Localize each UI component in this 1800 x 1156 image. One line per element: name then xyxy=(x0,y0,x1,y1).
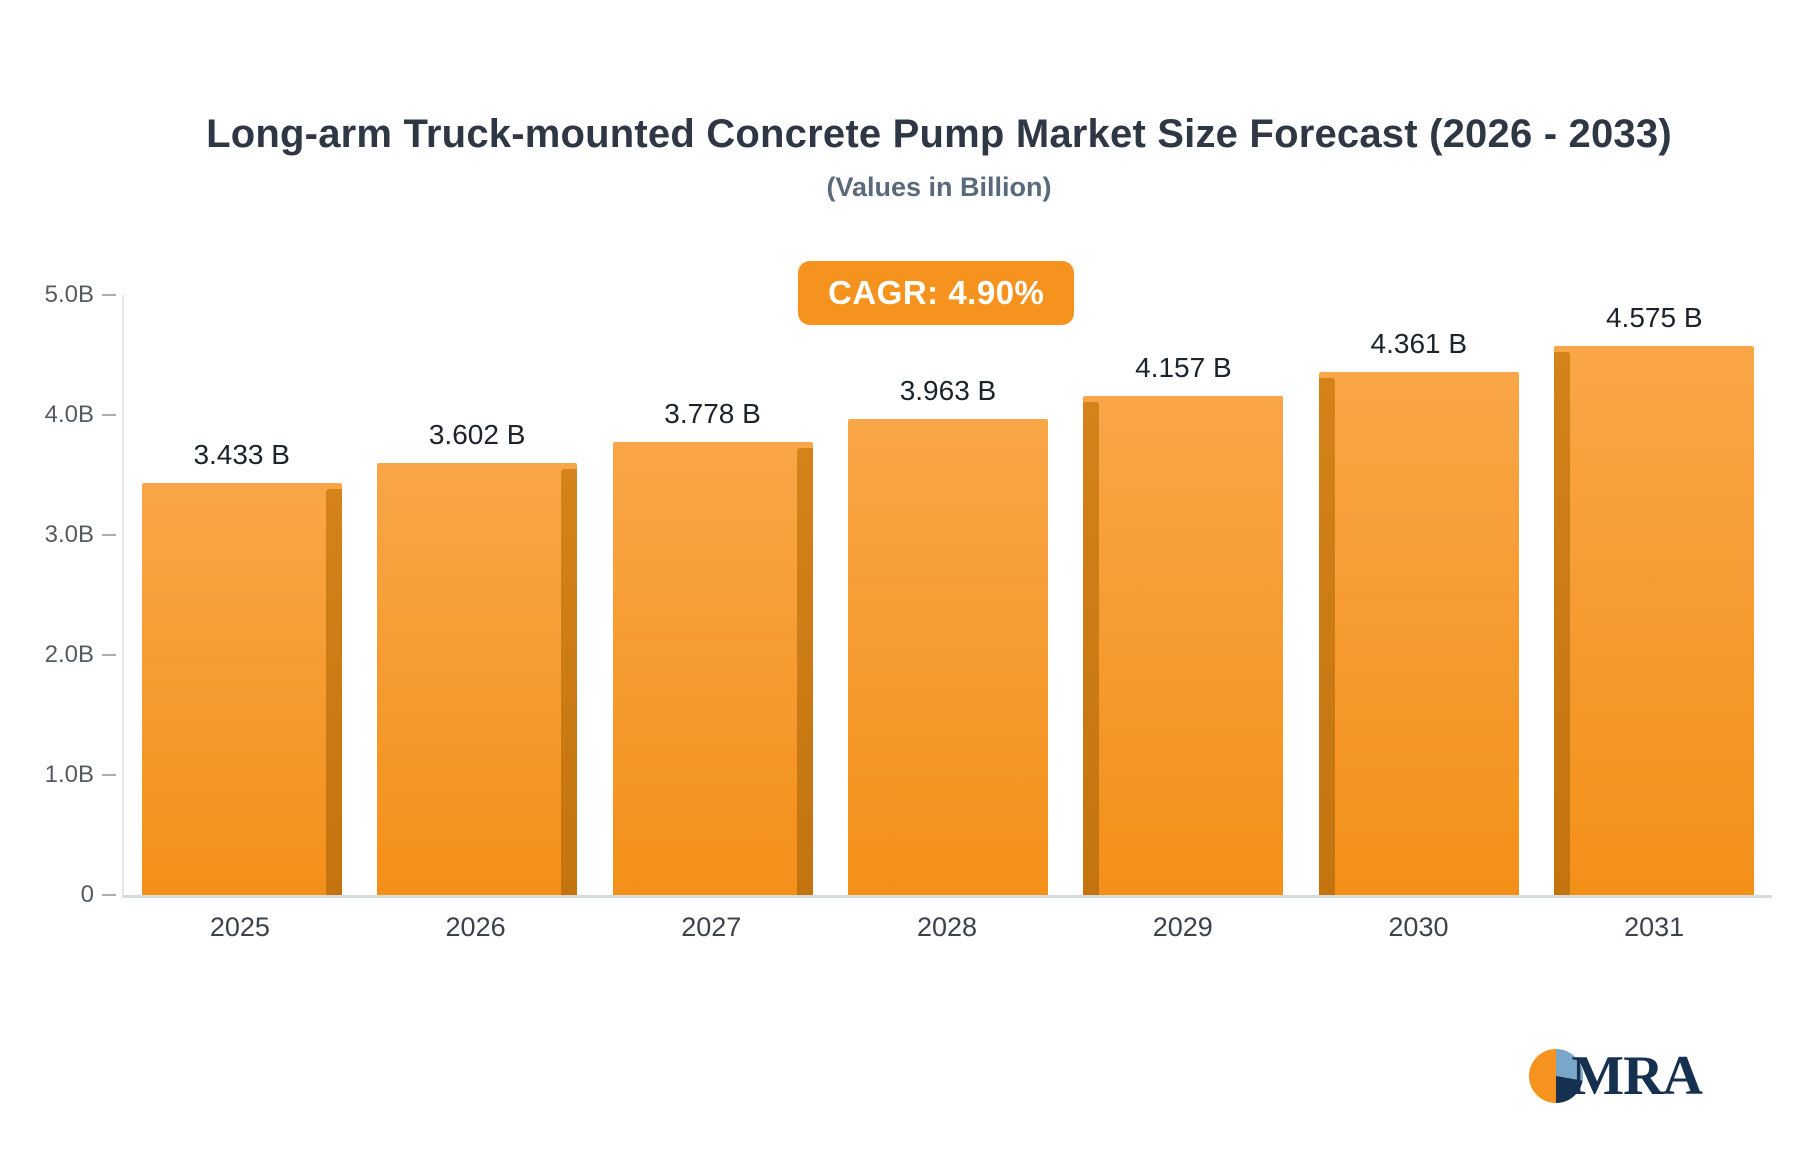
bar-2028 xyxy=(847,419,1048,895)
bar-value-label: 3.778 B xyxy=(664,398,761,429)
bar-2029 xyxy=(1083,396,1284,895)
y-tick-label: 2.0B xyxy=(44,641,94,668)
bar-column-2028: 3.963 B xyxy=(830,295,1065,895)
y-tick-mark xyxy=(102,534,116,536)
y-tick-label: 3.0B xyxy=(44,521,94,548)
y-tick-label: 1.0B xyxy=(44,761,94,788)
bar-2025 xyxy=(141,483,342,895)
x-axis-label-2031: 2031 xyxy=(1624,912,1685,942)
bar-column-2030: 4.361 B xyxy=(1301,295,1536,895)
pie-logo-icon xyxy=(1529,1049,1584,1103)
y-tick-mark xyxy=(102,654,116,656)
x-axis-label-2029: 2029 xyxy=(1152,912,1213,942)
y-tick-label: 0 xyxy=(80,881,94,908)
bar-value-label: 3.602 B xyxy=(428,419,526,450)
bar-value-label: 4.575 B xyxy=(1605,302,1703,333)
bar-2026 xyxy=(377,463,578,895)
bar-2027 xyxy=(612,442,813,895)
x-axis-label-2028: 2028 xyxy=(916,912,978,942)
x-axis-label-2026: 2026 xyxy=(445,912,506,942)
bar-value-label: 4.361 B xyxy=(1370,328,1468,359)
chart-title: Long-arm Truck-mounted Concrete Pump Mar… xyxy=(206,112,1672,156)
x-axis-label-2030: 2030 xyxy=(1388,912,1449,942)
bar-value-label: 3.963 B xyxy=(899,375,997,406)
y-tick-mark xyxy=(102,894,116,896)
y-tick-mark xyxy=(102,774,116,776)
y-tick-label: 4.0B xyxy=(44,401,94,428)
bars-container: 3.433 B 3.602 B 3.778 B 3.963 B 4.157 B 4.361… xyxy=(124,295,1772,895)
bar-column-2031: 4.575 B xyxy=(1537,295,1772,895)
y-tick-label: 5.0B xyxy=(44,281,94,308)
x-axis-label-2027: 2027 xyxy=(681,912,742,942)
x-axis-label-2025: 2025 xyxy=(209,912,270,942)
chart-subtitle: (Values in Billion) xyxy=(826,172,1052,202)
y-tick-mark xyxy=(102,414,116,416)
bar-value-label: 3.433 B xyxy=(193,439,290,470)
bar-value-label: 4.157 B xyxy=(1135,352,1232,383)
bar-column-2029: 4.157 B xyxy=(1066,295,1301,895)
y-tick-mark xyxy=(102,294,116,296)
bar-2031 xyxy=(1554,346,1755,895)
brand-logo: MRA xyxy=(1529,1044,1703,1108)
x-axis-labels: 2025 2026 2027 2028 2029 2030 2031 xyxy=(122,912,1772,943)
cagr-badge: CAGR: 4.90% xyxy=(798,261,1075,325)
plot-area: 3.433 B 3.602 B 3.778 B 3.963 B 4.157 B 4.361… xyxy=(45,281,1772,908)
bar-2030 xyxy=(1318,372,1519,895)
bar-column-2025: 3.433 B xyxy=(124,295,359,895)
bar-column-2026: 3.602 B xyxy=(359,295,594,895)
bar-column-2027: 3.778 B xyxy=(595,295,830,895)
brand-logo-text: MRA xyxy=(1571,1045,1703,1107)
